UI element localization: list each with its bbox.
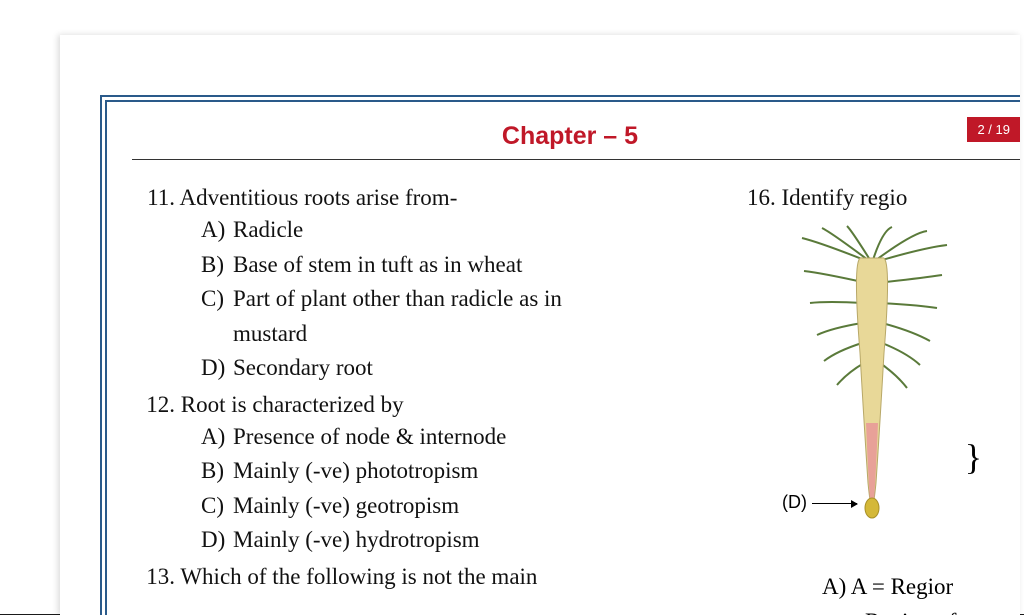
option-text-cont: mustard xyxy=(233,317,747,352)
option-d: D)Secondary root xyxy=(201,351,747,386)
option-letter: A) xyxy=(201,420,233,455)
option-text: Mainly (-ve) geotropism xyxy=(233,493,459,518)
option-text: Radicle xyxy=(233,217,303,242)
question-16: 16. Identify regio xyxy=(747,185,1020,211)
option-text: Secondary root xyxy=(233,355,373,380)
q12-options: A)Presence of node & internode B)Mainly … xyxy=(201,420,747,558)
arrow-icon xyxy=(812,503,857,504)
option-a: A)Radicle xyxy=(201,213,747,248)
option-b: B)Base of stem in tuft as in wheat xyxy=(201,248,747,283)
question-12: 12. Root is characterized by xyxy=(137,392,747,418)
option-a: A)Presence of node & internode xyxy=(201,420,747,455)
option-c: C)Part of plant other than radicle as in… xyxy=(201,282,747,351)
question-number: 16. xyxy=(747,185,776,210)
option-letter: D) xyxy=(201,351,233,386)
option-letter: A) xyxy=(822,574,846,599)
question-text: Adventitious roots arise from- xyxy=(179,185,457,210)
question-number: 11. xyxy=(137,185,175,211)
chapter-title: Chapter – 5 xyxy=(107,122,1020,151)
option-text: Mainly (-ve) phototropism xyxy=(233,458,478,483)
option-letter: C) xyxy=(201,489,233,524)
root-diagram: (D) } xyxy=(792,223,952,543)
option-b: B)Mainly (-ve) phototropism xyxy=(201,454,747,489)
question-11: 11. Adventitious roots arise from- xyxy=(137,185,747,211)
document-page: 2 / 19 Chapter – 5 11. Adventitious root… xyxy=(60,35,1020,615)
q11-options: A)Radicle B)Base of stem in tuft as in w… xyxy=(201,213,747,386)
label-d-text: (D) xyxy=(782,492,807,512)
q16-option-a-cont: Region of xyxy=(865,609,956,615)
option-text: A = Regior xyxy=(851,574,953,599)
option-c: C)Mainly (-ve) geotropism xyxy=(201,489,747,524)
option-letter: C) xyxy=(201,282,233,317)
question-text: Which of the following is not the main xyxy=(180,564,537,589)
viewer-background: 2 / 19 Chapter – 5 11. Adventitious root… xyxy=(0,0,1024,614)
diagram-label-d: (D) xyxy=(782,492,857,513)
q16-option-a: A) A = Regior xyxy=(822,574,953,600)
option-text: Mainly (-ve) hydrotropism xyxy=(233,527,480,552)
option-letter: B) xyxy=(201,248,233,283)
option-text: Presence of node & internode xyxy=(233,424,506,449)
option-letter: D) xyxy=(201,523,233,558)
right-column: 16. Identify regio xyxy=(747,185,1020,592)
option-letter: A) xyxy=(201,213,233,248)
left-column: 11. Adventitious roots arise from- A)Rad… xyxy=(137,185,747,592)
content-columns: 11. Adventitious roots arise from- A)Rad… xyxy=(137,185,1020,592)
question-13: 13. Which of the following is not the ma… xyxy=(137,564,747,590)
bracket-icon: } xyxy=(965,436,982,478)
question-text: Identify regio xyxy=(782,185,908,210)
question-text: Root is characterized by xyxy=(181,392,404,417)
option-text: Part of plant other than radicle as in xyxy=(233,286,562,311)
option-d: D)Mainly (-ve) hydrotropism xyxy=(201,523,747,558)
option-text: Base of stem in tuft as in wheat xyxy=(233,252,522,277)
question-number: 13. xyxy=(137,564,175,590)
question-number: 12. xyxy=(137,392,175,418)
outer-border: Chapter – 5 11. Adventitious roots arise… xyxy=(100,95,1020,615)
inner-border: Chapter – 5 11. Adventitious roots arise… xyxy=(105,100,1020,615)
option-letter: B) xyxy=(201,454,233,489)
title-underline xyxy=(132,159,1020,160)
